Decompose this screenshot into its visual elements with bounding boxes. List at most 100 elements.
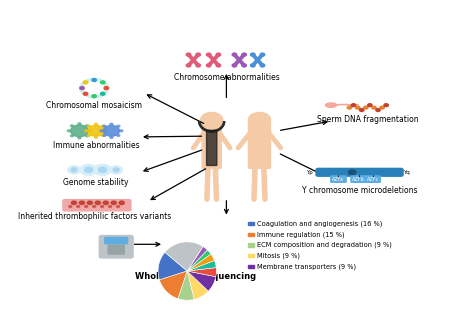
Circle shape: [84, 82, 104, 94]
Circle shape: [85, 125, 89, 127]
Circle shape: [347, 106, 352, 109]
Ellipse shape: [326, 103, 337, 107]
Circle shape: [104, 87, 109, 89]
Circle shape: [260, 53, 265, 56]
Circle shape: [87, 201, 92, 204]
Circle shape: [92, 95, 96, 98]
Circle shape: [206, 53, 211, 56]
Text: Whole exome sequencing: Whole exome sequencing: [135, 272, 256, 281]
Circle shape: [242, 53, 246, 56]
Circle shape: [93, 205, 96, 207]
Circle shape: [348, 170, 356, 175]
Text: Yq: Yq: [403, 170, 410, 175]
Circle shape: [85, 167, 92, 172]
FancyBboxPatch shape: [105, 237, 128, 244]
Circle shape: [260, 64, 265, 67]
Circle shape: [94, 164, 111, 176]
Circle shape: [250, 53, 255, 56]
Circle shape: [110, 123, 113, 125]
Bar: [248, 265, 255, 268]
Text: Chromosome abnormalities: Chromosome abnormalities: [173, 74, 279, 82]
Circle shape: [100, 130, 103, 132]
Circle shape: [79, 201, 84, 204]
Circle shape: [78, 137, 81, 139]
Circle shape: [67, 165, 81, 174]
Circle shape: [380, 106, 384, 109]
Circle shape: [117, 134, 120, 136]
Circle shape: [88, 134, 91, 136]
Circle shape: [206, 64, 211, 67]
FancyBboxPatch shape: [316, 168, 403, 176]
Text: Immune regulation (15 %): Immune regulation (15 %): [256, 231, 344, 237]
Circle shape: [80, 87, 84, 89]
Circle shape: [109, 165, 123, 174]
Circle shape: [103, 134, 106, 136]
Circle shape: [109, 205, 111, 207]
Circle shape: [186, 64, 191, 67]
Text: Coagulation and angiogenesis (16 %): Coagulation and angiogenesis (16 %): [256, 220, 382, 227]
Circle shape: [85, 205, 88, 207]
Text: AZFa: AZFa: [332, 177, 345, 182]
Text: Inherited thrombophilic factors variants: Inherited thrombophilic factors variants: [18, 212, 171, 221]
Circle shape: [364, 106, 368, 109]
Circle shape: [186, 53, 191, 56]
Circle shape: [359, 109, 364, 112]
Circle shape: [110, 136, 113, 138]
Text: Mitosis (9 %): Mitosis (9 %): [256, 253, 300, 259]
Text: Sperm DNA fragmentation: Sperm DNA fragmentation: [317, 115, 419, 124]
Wedge shape: [187, 268, 217, 277]
FancyBboxPatch shape: [108, 245, 124, 254]
Circle shape: [94, 123, 98, 125]
Circle shape: [71, 125, 88, 137]
Circle shape: [201, 113, 223, 127]
Wedge shape: [158, 252, 187, 280]
Bar: [248, 243, 255, 247]
Circle shape: [103, 126, 119, 136]
Circle shape: [103, 201, 109, 204]
Wedge shape: [187, 254, 214, 271]
FancyBboxPatch shape: [248, 122, 271, 168]
Circle shape: [88, 125, 91, 127]
Circle shape: [100, 205, 104, 207]
Circle shape: [77, 205, 80, 207]
Circle shape: [101, 134, 104, 136]
Circle shape: [100, 81, 105, 84]
Wedge shape: [187, 247, 207, 271]
FancyBboxPatch shape: [63, 200, 131, 211]
Circle shape: [67, 130, 70, 132]
Text: Chromosomal mosaicism: Chromosomal mosaicism: [46, 101, 142, 110]
Circle shape: [80, 78, 109, 98]
Circle shape: [71, 168, 77, 172]
Circle shape: [196, 53, 201, 56]
Circle shape: [84, 130, 88, 132]
Circle shape: [85, 135, 89, 137]
Text: AZFb: AZFb: [352, 177, 365, 182]
Circle shape: [216, 64, 221, 67]
Circle shape: [101, 125, 104, 127]
Circle shape: [384, 104, 388, 107]
Bar: [248, 222, 255, 225]
Text: Membrane transporters (9 %): Membrane transporters (9 %): [256, 263, 356, 270]
Circle shape: [103, 125, 106, 127]
Circle shape: [117, 125, 120, 127]
Circle shape: [72, 201, 76, 204]
Circle shape: [372, 106, 376, 109]
Circle shape: [113, 168, 119, 172]
Text: Immune abnormalities: Immune abnormalities: [53, 140, 139, 150]
Text: Yp: Yp: [306, 170, 313, 175]
Circle shape: [119, 201, 124, 204]
Circle shape: [196, 64, 201, 67]
Text: ECM composition and degradation (9 %): ECM composition and degradation (9 %): [256, 242, 392, 248]
Circle shape: [83, 81, 88, 84]
Circle shape: [242, 64, 246, 67]
FancyBboxPatch shape: [207, 130, 217, 165]
Circle shape: [80, 164, 98, 176]
Wedge shape: [187, 271, 216, 291]
Circle shape: [216, 53, 221, 56]
Circle shape: [88, 126, 104, 136]
Circle shape: [356, 106, 360, 109]
FancyBboxPatch shape: [99, 236, 133, 258]
Wedge shape: [165, 242, 203, 271]
Circle shape: [83, 92, 88, 95]
FancyBboxPatch shape: [351, 176, 366, 182]
